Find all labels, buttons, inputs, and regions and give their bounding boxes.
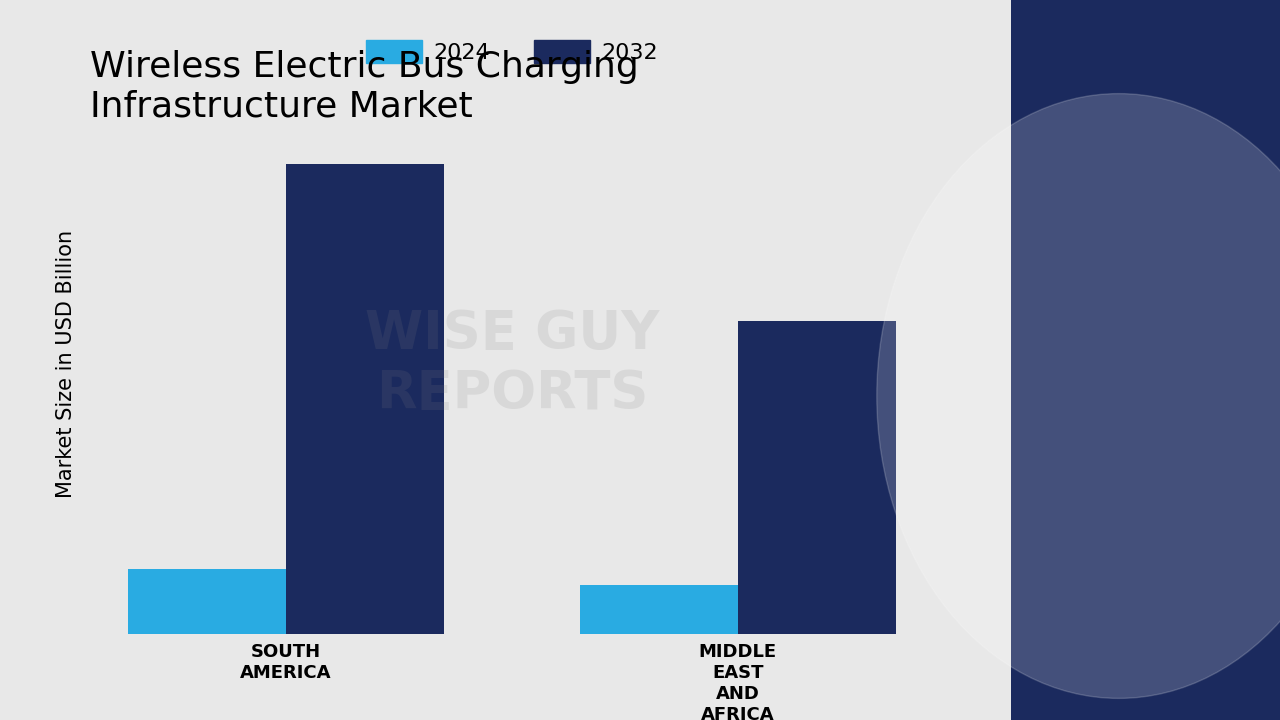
Circle shape — [877, 94, 1280, 698]
Text: Wireless Electric Bus Charging
Infrastructure Market: Wireless Electric Bus Charging Infrastru… — [90, 50, 639, 124]
Y-axis label: Market Size in USD Billion: Market Size in USD Billion — [56, 230, 76, 498]
Bar — [737, 320, 896, 634]
Bar — [128, 569, 287, 634]
Bar — [287, 164, 444, 634]
Bar — [580, 585, 737, 634]
Legend: 2024, 2032: 2024, 2032 — [366, 40, 658, 63]
Text: WISE GUY
REPORTS: WISE GUY REPORTS — [365, 307, 659, 420]
